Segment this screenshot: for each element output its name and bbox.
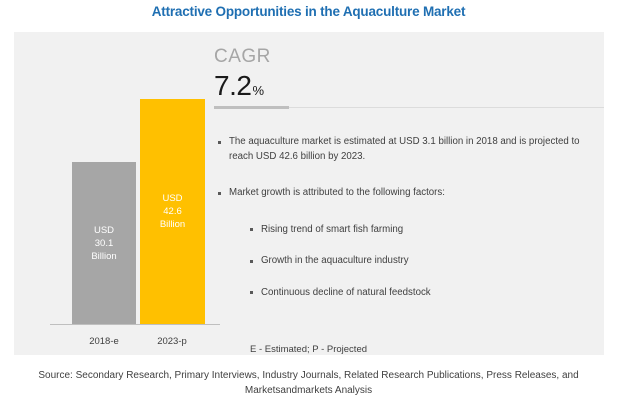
footnote-legend: E - Estimated; P - Projected bbox=[249, 344, 368, 355]
bar-2018e-label-usd: USD bbox=[93, 224, 115, 236]
highlights-column: CAGR 7.2 % The aquaculture market is est… bbox=[200, 38, 604, 317]
bar-2018e-label-value: 30.1 bbox=[94, 237, 114, 249]
divider bbox=[214, 106, 604, 109]
main-bullet-list: The aquaculture market is estimated at U… bbox=[216, 135, 594, 201]
x-axis-tick-2018e: 2018-e bbox=[89, 336, 119, 347]
bar-2018e-label-unit: Billion bbox=[91, 250, 117, 262]
bar-2023p: USD 42.6 Billion bbox=[140, 99, 205, 324]
content-panel: USD 30.1 Billion USD 42.6 Billion 2018-e… bbox=[14, 32, 604, 355]
sub-bullet-list: Rising trend of smart fish farming Growt… bbox=[248, 223, 578, 301]
bar-2023p-label-usd: USD bbox=[162, 193, 183, 204]
list-item: Growth in the aquaculture industry bbox=[248, 254, 578, 269]
bar-2023p-label-value: 42.6 bbox=[163, 206, 182, 217]
list-item: Rising trend of smart fish farming bbox=[248, 223, 578, 238]
bar-chart: USD 30.1 Billion USD 42.6 Billion 2018-e… bbox=[36, 56, 220, 356]
cagr-value-row: 7.2 % bbox=[214, 70, 604, 102]
cagr-percent-sign: % bbox=[252, 83, 264, 98]
bar-2023p-label-unit: Billion bbox=[159, 219, 186, 230]
list-item: The aquaculture market is estimated at U… bbox=[216, 135, 594, 164]
x-axis-tick-2023p: 2023-p bbox=[157, 336, 187, 347]
list-item: Continuous decline of natural feedstock bbox=[248, 286, 578, 301]
source-note: Source: Secondary Research, Primary Inte… bbox=[38, 370, 579, 396]
cagr-value: 7.2 bbox=[214, 70, 252, 101]
list-item: Market growth is attributed to the follo… bbox=[216, 186, 594, 201]
page-title: Attractive Opportunities in the Aquacult… bbox=[151, 4, 466, 19]
cagr-label: CAGR bbox=[214, 46, 271, 67]
divider-strong-segment bbox=[214, 106, 289, 109]
bar-2018e: USD 30.1 Billion bbox=[72, 162, 136, 324]
x-axis-line bbox=[50, 323, 220, 325]
divider-light-segment bbox=[289, 107, 604, 108]
